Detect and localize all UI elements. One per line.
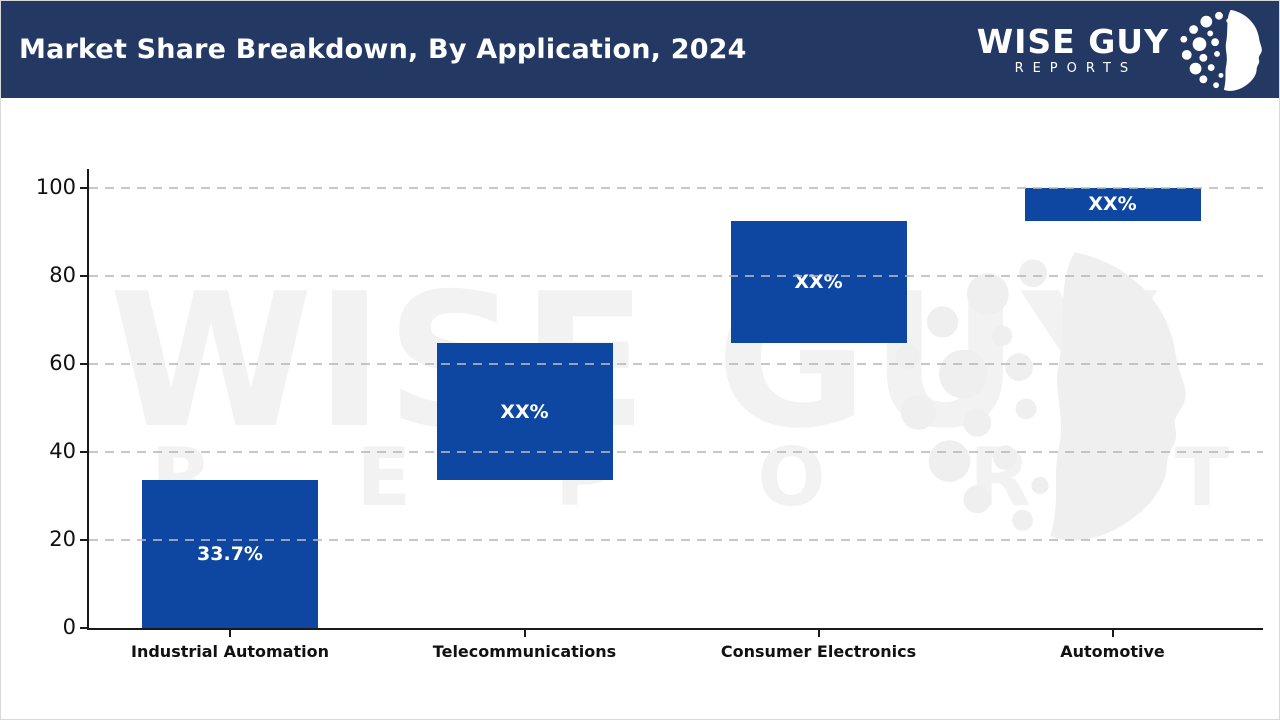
watermark-face-icon [895,252,1186,541]
y-axis-tick [80,451,87,453]
y-axis-line [87,169,89,630]
bar-segment: XX% [436,343,613,480]
gridline [89,187,1263,189]
y-tick-label: 20 [49,527,76,551]
x-axis-tick [817,630,820,637]
dotted-face-icon [1180,9,1262,91]
y-tick-label: 100 [35,175,76,199]
y-tick-label: 80 [49,263,76,287]
brand-subname: REPORTS [1014,60,1138,76]
bar-segment: XX% [730,220,907,344]
chart-title: Market Share Breakdown, By Application, … [19,34,747,65]
x-axis-tick [1111,630,1114,637]
y-tick-label: 40 [49,439,76,463]
gridline [89,275,1263,277]
category-label: Automotive [1060,642,1165,661]
header-banner: Market Share Breakdown, By Application, … [1,1,1279,98]
y-axis-tick [80,275,87,277]
bar-value-label: 33.7% [197,542,263,565]
category-label: Consumer Electronics [720,642,917,661]
y-tick-label: 0 [62,615,76,639]
y-axis-tick [80,187,87,189]
brand-logo-text: WISE GUY REPORTS [977,25,1169,75]
x-axis-tick [523,630,526,637]
category-label: Telecommunications [432,642,617,661]
gridline [89,363,1263,365]
y-axis-tick [80,363,87,365]
category-label: Industrial Automation [131,642,329,661]
bar-segment: 33.7% [142,479,318,628]
y-axis-tick [80,539,87,541]
brand-logo: WISE GUY REPORTS [977,7,1265,93]
gridline [89,539,1263,541]
y-axis-tick [80,627,87,629]
y-tick-label: 60 [49,351,76,375]
brand-name: WISE GUY [976,21,1169,61]
bar-value-label: XX% [1088,193,1137,216]
bar-segment: XX% [1024,188,1201,221]
bar-value-label: XX% [500,400,549,423]
gridline [89,451,1263,453]
x-axis-tick [229,630,231,637]
x-axis-line [87,628,1263,630]
